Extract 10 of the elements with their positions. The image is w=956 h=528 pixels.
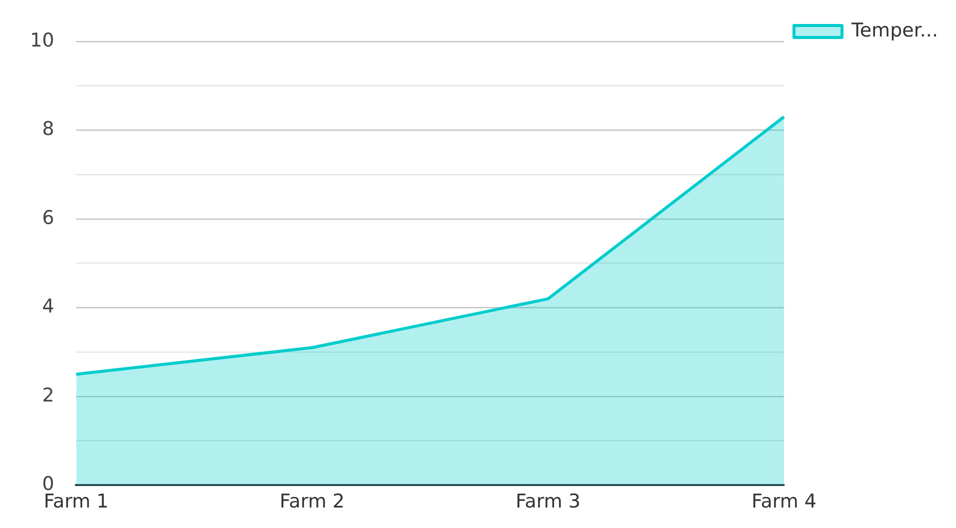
y-tick-label: 10 <box>30 29 54 52</box>
x-tick-label: Farm 3 <box>516 490 581 513</box>
x-tick-label: Farm 4 <box>752 490 816 513</box>
y-tick-label: 8 <box>42 118 54 140</box>
y-tick-label: 6 <box>42 206 54 229</box>
x-tick-label: Farm 1 <box>44 490 109 513</box>
x-tick-label: Farm 2 <box>280 490 345 513</box>
legend-label: Temper... <box>850 19 938 42</box>
y-tick-label: 2 <box>42 384 54 406</box>
y-tick-label: 4 <box>42 296 54 318</box>
